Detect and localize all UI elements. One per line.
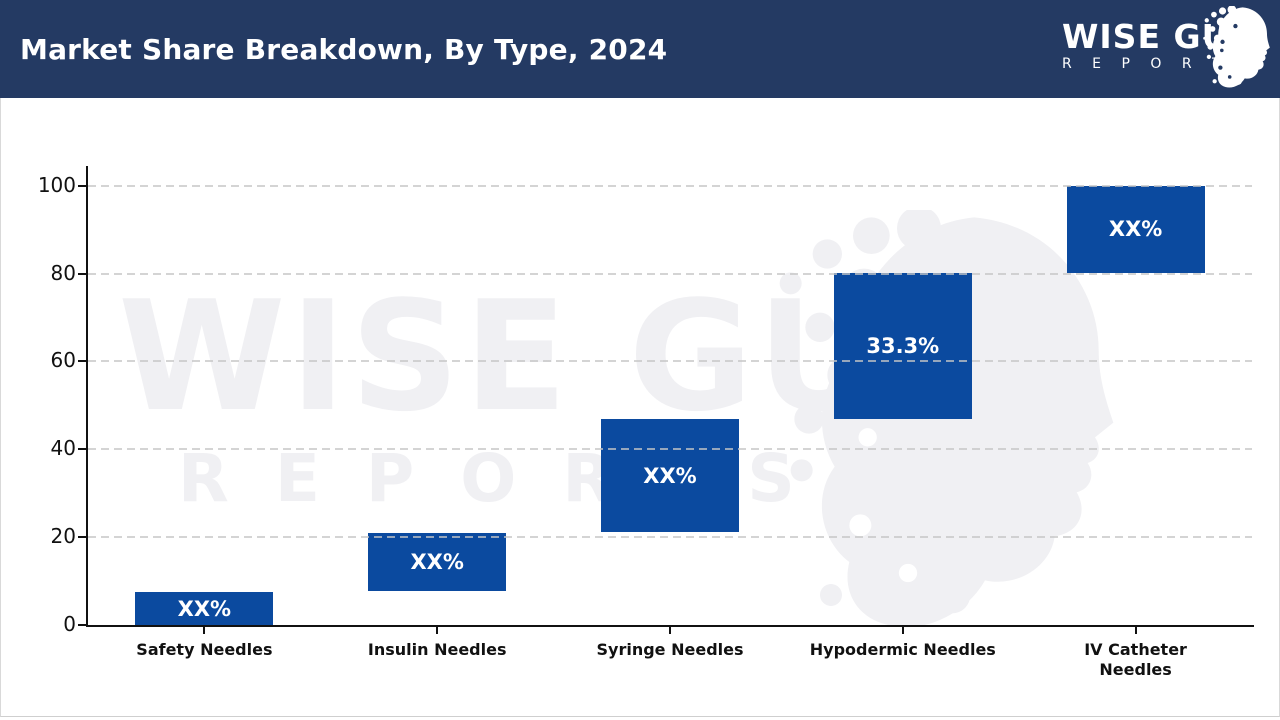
x-axis-line xyxy=(86,625,1254,627)
category-label: IV Catheter Needles xyxy=(1084,640,1187,679)
bar-value-label: 33.3% xyxy=(866,334,940,359)
y-axis-tick xyxy=(78,360,86,363)
logo-sub-text: R E P O R T S xyxy=(1062,56,1258,72)
category-label: Safety Needles xyxy=(136,640,273,659)
y-axis-tick-label: 20 xyxy=(50,524,76,549)
gridline xyxy=(88,536,1252,539)
y-axis-tick xyxy=(78,536,86,539)
y-axis-tick xyxy=(78,272,86,275)
y-axis-tick-label: 80 xyxy=(50,260,76,285)
x-axis-tick xyxy=(203,627,206,634)
category-label: Insulin Needles xyxy=(367,640,507,659)
y-axis-tick-label: 0 xyxy=(63,612,76,636)
gridline xyxy=(88,184,1252,187)
category-label: Syringe Needles xyxy=(596,640,744,659)
bar-segment: 33.3% xyxy=(833,273,972,420)
y-axis-tick-label: 40 xyxy=(50,436,76,461)
y-axis-tick xyxy=(78,184,86,187)
wise-guy-logo: WISE GUY R E P O R T S xyxy=(1032,4,1270,94)
x-axis-tick xyxy=(901,627,904,634)
y-axis-line xyxy=(86,166,88,627)
y-axis-tick-label: 100 xyxy=(37,172,76,197)
bar-segment: XX% xyxy=(135,592,274,625)
bar-value-label: XX% xyxy=(643,463,697,488)
header-bar: Market Share Breakdown, By Type, 2024 WI… xyxy=(0,0,1280,98)
gridline xyxy=(88,448,1252,451)
bar-value-label: XX% xyxy=(177,596,232,621)
x-axis-tick xyxy=(436,627,439,634)
y-axis-tick-label: 60 xyxy=(50,348,76,373)
bar-segment: XX% xyxy=(601,419,739,532)
x-axis-tick xyxy=(1134,627,1137,634)
bar-value-label: XX% xyxy=(410,549,464,574)
page-title: Market Share Breakdown, By Type, 2024 xyxy=(20,32,668,66)
category-label: Hypodermic Needles xyxy=(809,640,996,659)
bar-segment: XX% xyxy=(1066,185,1205,273)
face-profile-icon xyxy=(1203,6,1270,88)
bar-segment: XX% xyxy=(368,532,507,591)
y-axis-tick xyxy=(78,448,86,451)
gridline xyxy=(88,360,1252,363)
bar-value-label: XX% xyxy=(1108,217,1163,242)
y-axis-tick xyxy=(78,624,86,626)
gridline xyxy=(88,272,1252,275)
x-axis-tick xyxy=(669,627,671,634)
